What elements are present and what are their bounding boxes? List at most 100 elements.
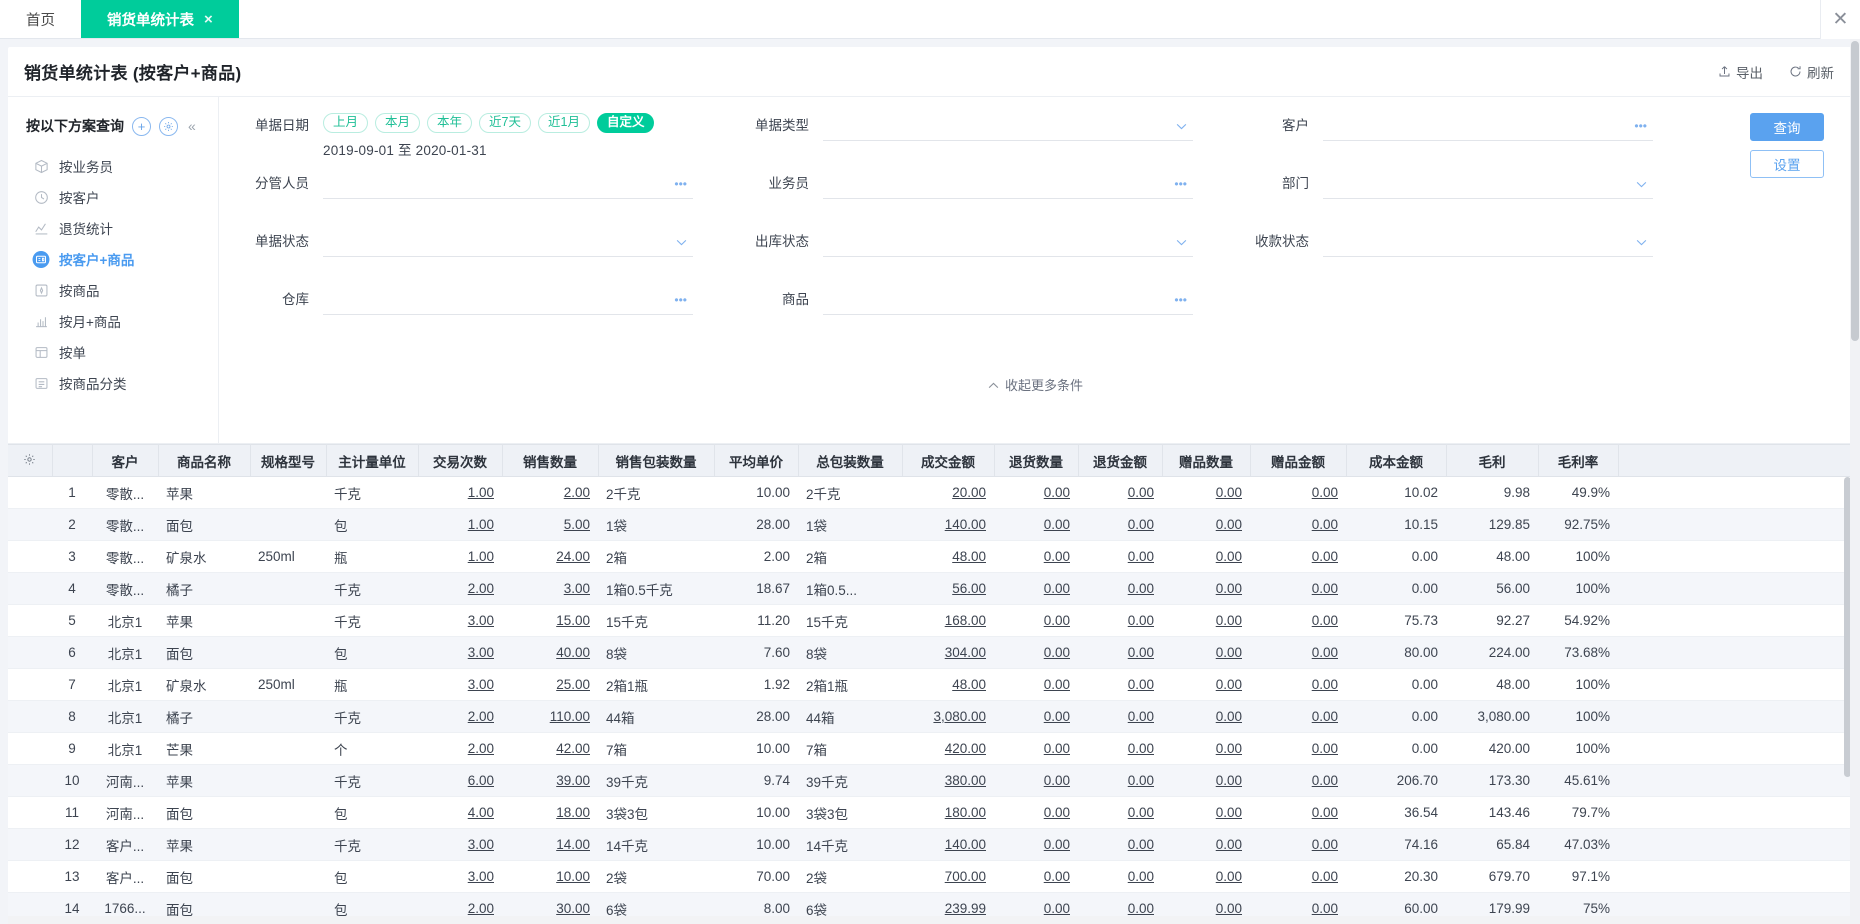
table-cell-gift_amount[interactable]: 0.00 (1250, 700, 1346, 733)
table-cell-gift_amount[interactable]: 0.00 (1250, 764, 1346, 797)
cell-link[interactable]: 0.00 (1043, 613, 1070, 628)
product-input[interactable]: ••• (823, 285, 1193, 315)
table-row[interactable]: 5 北京1 苹果 千克 3.00 15.00 15千克 11.20 15千克 168.00 0.00… (8, 604, 1852, 637)
table-cell-return_amount[interactable]: 0.00 (1078, 732, 1162, 765)
cell-link[interactable]: 18.00 (556, 805, 590, 820)
cell-link[interactable]: 3.00 (467, 613, 494, 628)
payment-status-input[interactable] (1323, 227, 1653, 257)
cell-link[interactable]: 2.00 (467, 709, 494, 724)
add-scheme-icon[interactable]: + (132, 116, 151, 136)
cell-link[interactable]: 0.00 (1311, 709, 1338, 724)
date-chip-this-month[interactable]: 本月 (375, 113, 421, 133)
tab-sales-report[interactable]: 销货单统计表 × (81, 0, 239, 38)
table-cell-return_amount[interactable]: 0.00 (1078, 604, 1162, 637)
table-cell-deal_amount[interactable]: 3,080.00 (902, 700, 994, 733)
cell-link[interactable]: 48.00 (952, 549, 986, 564)
cell-link[interactable]: 0.00 (1043, 485, 1070, 500)
table-cell-deal_count[interactable]: 3.00 (418, 604, 502, 637)
sidebar-item-return-stats[interactable]: 退货统计 (8, 213, 218, 243)
table-cell-return_qty[interactable]: 0.00 (994, 828, 1078, 861)
cell-link[interactable]: 304.00 (944, 645, 986, 660)
chevron-down-icon[interactable] (1176, 227, 1187, 257)
cell-link[interactable]: 3.00 (467, 645, 494, 660)
table-row[interactable]: 1 零散... 苹果 千克 1.00 2.00 2千克 10.00 2千克 20.00 0.00 0.… (8, 476, 1852, 509)
table-cell-gift_qty[interactable]: 0.00 (1162, 732, 1250, 765)
cell-link[interactable]: 0.00 (1127, 901, 1154, 916)
table-cell-deal_count[interactable]: 1.00 (418, 540, 502, 573)
department-input[interactable] (1323, 169, 1653, 199)
cell-link[interactable]: 180.00 (944, 805, 986, 820)
cell-link[interactable]: 0.00 (1311, 485, 1338, 500)
cell-link[interactable]: 0.00 (1215, 837, 1242, 852)
cell-link[interactable]: 0.00 (1311, 581, 1338, 596)
table-cell-deal_count[interactable]: 3.00 (418, 828, 502, 861)
table-row[interactable]: 2 零散... 面包 包 1.00 5.00 1袋 28.00 1袋 140.00 0.00 0.00… (8, 508, 1852, 541)
ellipsis-icon[interactable]: ••• (1174, 177, 1187, 191)
table-cell-sale_qty[interactable]: 14.00 (502, 828, 598, 861)
table-cell-deal_amount[interactable]: 140.00 (902, 508, 994, 541)
table-cell-gift_qty[interactable]: 0.00 (1162, 604, 1250, 637)
cell-link[interactable]: 0.00 (1215, 613, 1242, 628)
table-row[interactable]: 7 北京1 矿泉水 250ml 瓶 3.00 25.00 2箱1瓶 1.92 2箱1瓶 48.00 0… (8, 668, 1852, 701)
chevron-down-icon[interactable] (1636, 169, 1647, 199)
cell-link[interactable]: 0.00 (1311, 613, 1338, 628)
cell-link[interactable]: 20.00 (952, 485, 986, 500)
sidebar-item-by-month-product[interactable]: 按月+商品 (8, 306, 218, 336)
cell-link[interactable]: 0.00 (1127, 677, 1154, 692)
cell-link[interactable]: 380.00 (944, 773, 986, 788)
cell-link[interactable]: 0.00 (1127, 773, 1154, 788)
table-cell-return_amount[interactable]: 0.00 (1078, 540, 1162, 573)
cell-link[interactable]: 0.00 (1215, 581, 1242, 596)
date-chip-last-1-month[interactable]: 近1月 (538, 113, 590, 133)
cell-link[interactable]: 0.00 (1043, 517, 1070, 532)
table-cell-deal_count[interactable]: 4.00 (418, 796, 502, 829)
table-cell-sale_qty[interactable]: 25.00 (502, 668, 598, 701)
sidebar-item-by-salesperson[interactable]: 按业务员 (8, 151, 218, 181)
table-cell-sale_qty[interactable]: 2.00 (502, 476, 598, 509)
table-cell-gift_qty[interactable]: 0.00 (1162, 828, 1250, 861)
table-cell-return_amount[interactable]: 0.00 (1078, 796, 1162, 829)
table-cell-return_qty[interactable]: 0.00 (994, 604, 1078, 637)
cell-link[interactable]: 0.00 (1215, 517, 1242, 532)
sidebar-item-by-product[interactable]: 按商品 (8, 275, 218, 305)
cell-link[interactable]: 0.00 (1215, 645, 1242, 660)
table-horizontal-scrollbar[interactable] (8, 916, 1852, 924)
cell-link[interactable]: 4.00 (467, 805, 494, 820)
table-cell-deal_count[interactable]: 3.00 (418, 668, 502, 701)
table-cell-sale_qty[interactable]: 10.00 (502, 860, 598, 893)
table-cell-gift_amount[interactable]: 0.00 (1250, 572, 1346, 605)
table-cell-deal_count[interactable]: 1.00 (418, 508, 502, 541)
cell-link[interactable]: 0.00 (1127, 805, 1154, 820)
cell-link[interactable]: 700.00 (944, 869, 986, 884)
table-cell-deal_amount[interactable]: 48.00 (902, 668, 994, 701)
cell-link[interactable]: 0.00 (1215, 773, 1242, 788)
cell-link[interactable]: 0.00 (1127, 517, 1154, 532)
chevron-down-icon[interactable] (676, 227, 687, 257)
cell-link[interactable]: 0.00 (1215, 485, 1242, 500)
window-close-icon[interactable]: ✕ (1820, 0, 1860, 39)
scrollbar-thumb[interactable] (1844, 477, 1851, 777)
cell-link[interactable]: 0.00 (1043, 741, 1070, 756)
table-cell-gift_amount[interactable]: 0.00 (1250, 540, 1346, 573)
tab-close-icon[interactable]: × (204, 10, 213, 28)
table-cell-deal_amount[interactable]: 700.00 (902, 860, 994, 893)
cell-link[interactable]: 3.00 (467, 677, 494, 692)
cell-link[interactable]: 0.00 (1311, 869, 1338, 884)
table-cell-sale_qty[interactable]: 40.00 (502, 636, 598, 669)
page-vertical-scrollbar[interactable] (1850, 39, 1860, 924)
table-cell-return_amount[interactable]: 0.00 (1078, 668, 1162, 701)
table-cell-deal_amount[interactable]: 56.00 (902, 572, 994, 605)
cell-link[interactable]: 0.00 (1311, 901, 1338, 916)
table-row[interactable]: 10 河南... 苹果 千克 6.00 39.00 39千克 9.74 39千克 380.00 0.… (8, 764, 1852, 797)
table-cell-return_qty[interactable]: 0.00 (994, 860, 1078, 893)
table-cell-deal_count[interactable]: 3.00 (418, 860, 502, 893)
table-cell-deal_amount[interactable]: 168.00 (902, 604, 994, 637)
cell-link[interactable]: 0.00 (1311, 773, 1338, 788)
table-cell-sale_qty[interactable]: 110.00 (502, 700, 598, 733)
cell-link[interactable]: 1.00 (467, 549, 494, 564)
cell-link[interactable]: 1.00 (467, 485, 494, 500)
cell-link[interactable]: 0.00 (1127, 869, 1154, 884)
table-cell-gift_amount[interactable]: 0.00 (1250, 860, 1346, 893)
cell-link[interactable]: 0.00 (1127, 613, 1154, 628)
table-cell-deal_amount[interactable]: 380.00 (902, 764, 994, 797)
